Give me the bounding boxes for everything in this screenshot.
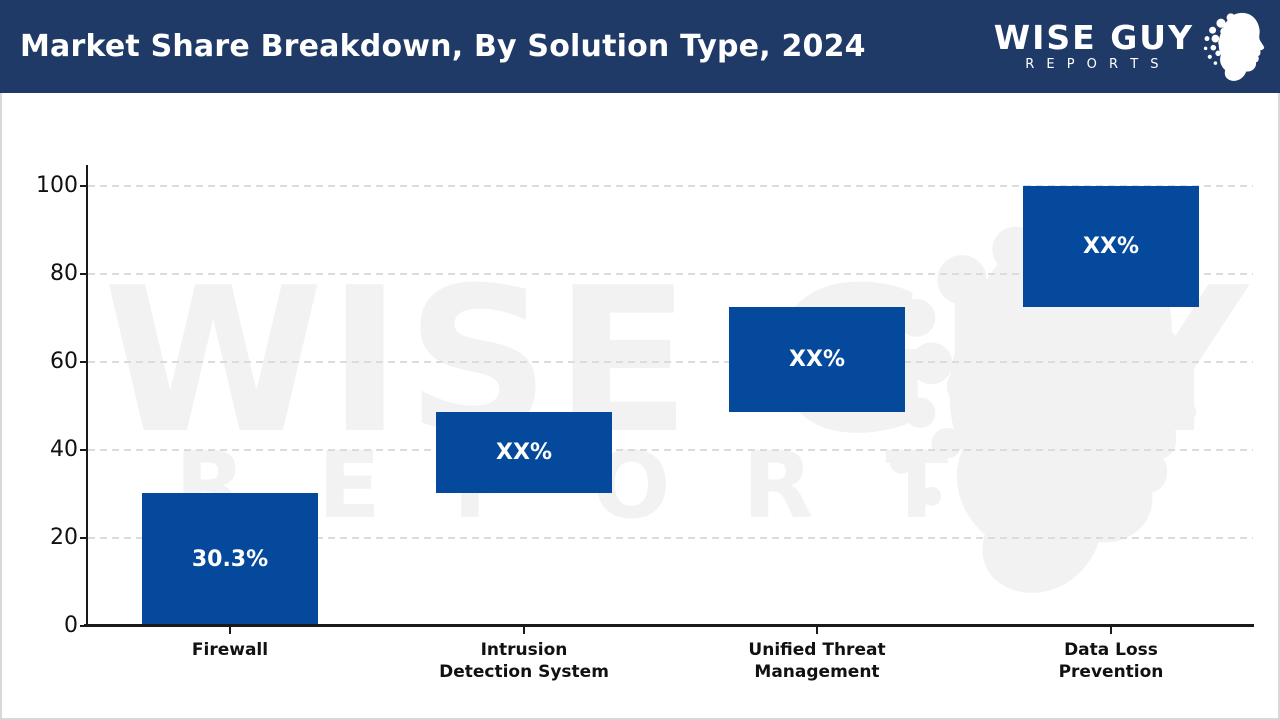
x-category-label-0: Firewall xyxy=(80,639,380,661)
x-tick-mark-1 xyxy=(523,627,525,634)
bar-3: XX% xyxy=(1023,186,1199,307)
y-tick-label-80: 80 xyxy=(50,261,78,286)
x-tick-mark-3 xyxy=(1110,627,1112,634)
x-category-line: Intrusion xyxy=(480,640,568,660)
logo-wordmark-block: WISE GUY R E P O R T S xyxy=(993,17,1194,73)
bar-1: XX% xyxy=(436,412,612,493)
y-tick-mark-0 xyxy=(80,625,87,627)
bar-2: XX% xyxy=(729,307,905,413)
y-tick-label-60: 60 xyxy=(50,349,78,374)
y-tick-label-100: 100 xyxy=(36,173,78,198)
x-tick-mark-2 xyxy=(816,627,818,634)
y-tick-label-20: 20 xyxy=(50,525,78,550)
gridline-80 xyxy=(88,273,1253,275)
y-tick-label-0: 0 xyxy=(64,613,78,638)
y-tick-mark-20 xyxy=(80,537,87,539)
y-tick-label-40: 40 xyxy=(50,437,78,462)
gridline-60 xyxy=(88,361,1253,363)
x-category-line: Data Loss xyxy=(1064,640,1158,660)
bar-value-label-3: XX% xyxy=(1083,234,1139,259)
x-axis-line xyxy=(84,624,1254,627)
bar-value-label-0: 30.3% xyxy=(191,546,269,572)
x-category-label-2: Unified Threat Management xyxy=(667,639,967,683)
x-category-line: Detection System xyxy=(439,662,609,682)
logo-wordmark: WISE GUY xyxy=(993,17,1194,57)
chart-title: Market Share Breakdown, By Solution Type… xyxy=(20,29,866,64)
x-category-line: Prevention xyxy=(1058,662,1164,682)
x-category-label-3: Data Loss Prevention xyxy=(961,639,1261,683)
gridline-20 xyxy=(88,537,1253,539)
bar-value-label-1: XX% xyxy=(496,439,552,465)
y-axis-line xyxy=(86,165,88,626)
x-category-line: Unified Threat xyxy=(748,640,886,660)
y-tick-mark-40 xyxy=(80,449,87,451)
y-tick-mark-60 xyxy=(80,361,87,363)
y-tick-mark-80 xyxy=(80,273,87,275)
gridline-40 xyxy=(88,449,1253,451)
bar-0: 30.3% xyxy=(142,492,318,626)
x-category-line: Management xyxy=(754,662,880,682)
wise-guy-reports-logo: WISE GUY R E P O R T S xyxy=(994,8,1270,86)
bar-value-label-2: XX% xyxy=(789,347,845,373)
header-banner: Market Share Breakdown, By Solution Type… xyxy=(0,0,1280,93)
gridline-100 xyxy=(88,185,1253,187)
logo-tagline: R E P O R T S xyxy=(1025,57,1163,73)
wise-guy-head-icon xyxy=(1203,12,1265,81)
y-tick-mark-100 xyxy=(80,185,87,187)
x-tick-mark-0 xyxy=(229,627,231,634)
x-category-label-1: Intrusion Detection System xyxy=(374,639,674,683)
x-category-line: Firewall xyxy=(191,640,269,660)
